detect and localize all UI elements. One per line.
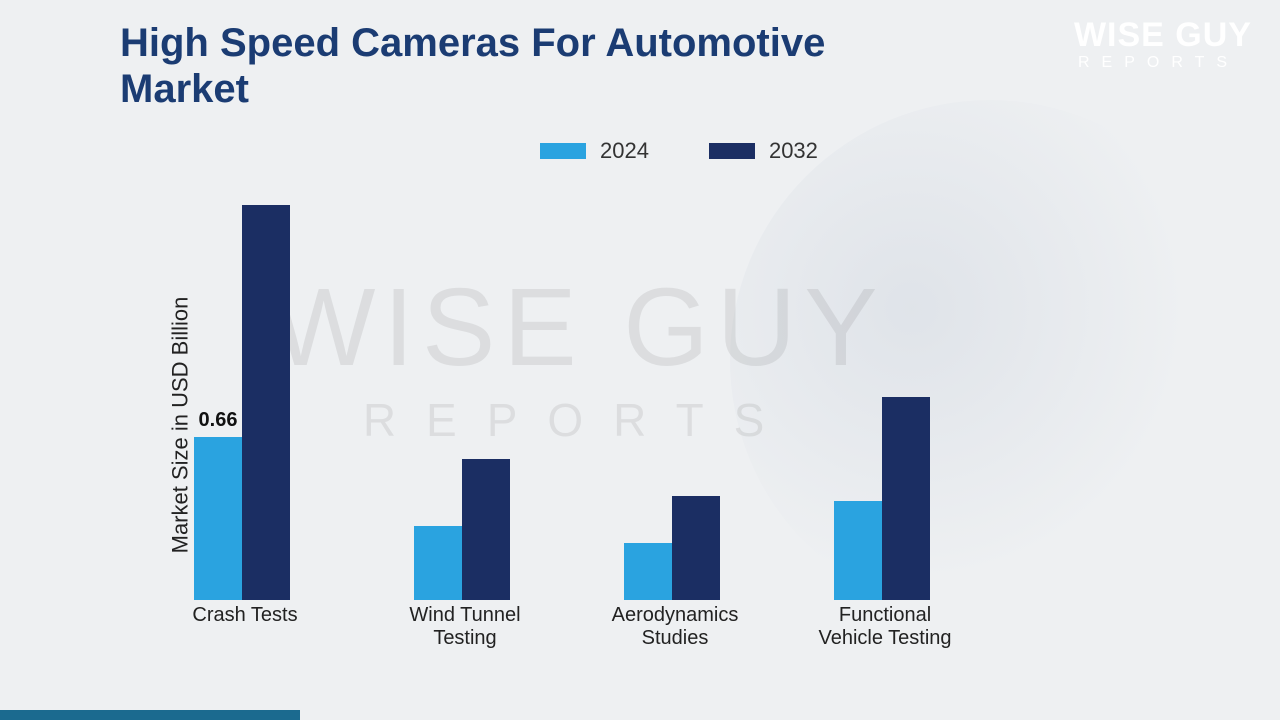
x-axis-labels: Crash Tests Wind Tunnel Testing Aerodynami… [140,604,980,674]
legend-swatch-2032 [709,143,755,159]
plot-area: 0.66 [140,180,980,600]
bar-value-label: 0.66 [194,409,242,432]
bar-chart: Market Size in USD Billion 0.66 Crash Te… [100,180,980,670]
bottom-accent-bar [0,710,300,720]
bar-2024 [624,543,672,600]
legend-item-2024: 2024 [540,138,649,164]
x-tick-label: Crash Tests [165,604,325,627]
chart-legend: 2024 2032 [540,138,818,164]
page-root: WISE GUY REPORTS High Speed Cameras For … [0,0,1280,720]
legend-item-2032: 2032 [709,138,818,164]
bar-2032 [242,205,290,600]
bar-2024: 0.66 [194,437,242,600]
bar-2024 [834,501,882,600]
legend-label-2032: 2032 [769,138,818,164]
x-tick-label: Functional Vehicle Testing [805,604,965,650]
bar-2032 [462,459,510,600]
bar-2024 [414,526,462,600]
legend-swatch-2024 [540,143,586,159]
brand-logo: WISE GUY REPORTS [1074,18,1252,72]
bar-2032 [882,397,930,600]
legend-label-2024: 2024 [600,138,649,164]
x-tick-label: Wind Tunnel Testing [385,604,545,650]
bar-2032 [672,496,720,600]
chart-title: High Speed Cameras For Automotive Market [120,20,880,112]
brand-logo-line2: REPORTS [1074,54,1252,72]
brand-logo-line1: WISE GUY [1074,18,1252,52]
x-tick-label: Aerodynamics Studies [595,604,755,650]
